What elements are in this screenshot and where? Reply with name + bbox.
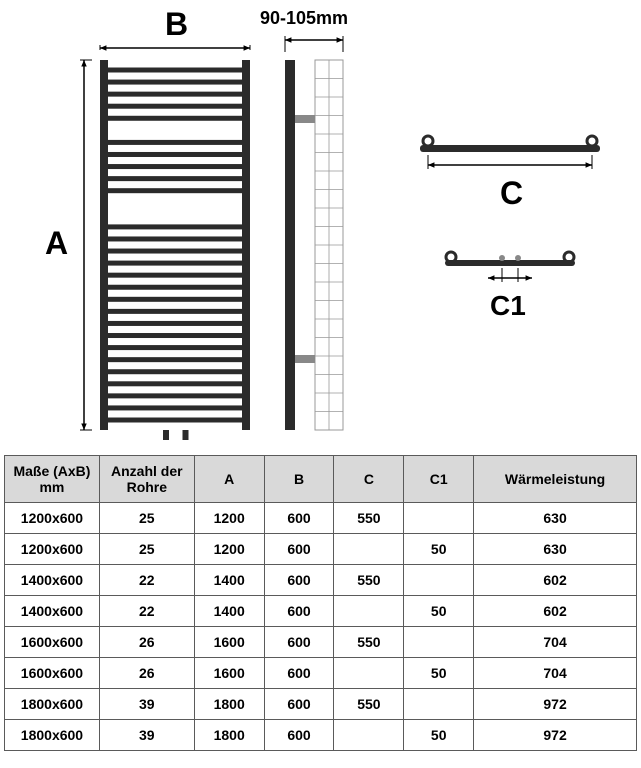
table-cell xyxy=(404,689,474,720)
label-c: C xyxy=(500,175,523,212)
table-cell: 550 xyxy=(334,503,404,534)
table-row: 1200x600251200600 50630 xyxy=(5,534,637,565)
table-cell xyxy=(334,596,404,627)
table-cell: 704 xyxy=(474,627,637,658)
col-header: B xyxy=(264,456,334,503)
table-row: 1600x600261600600550 704 xyxy=(5,627,637,658)
table-cell xyxy=(404,503,474,534)
table-row: 1400x600221400600 50602 xyxy=(5,596,637,627)
table-cell xyxy=(404,627,474,658)
table-cell xyxy=(334,534,404,565)
table-cell: 25 xyxy=(99,534,194,565)
table-cell: 50 xyxy=(404,720,474,751)
table-cell: 704 xyxy=(474,658,637,689)
table-cell: 1400x600 xyxy=(5,565,100,596)
table-cell: 550 xyxy=(334,689,404,720)
label-a: A xyxy=(45,225,68,262)
table-cell: 50 xyxy=(404,534,474,565)
col-header: C1 xyxy=(404,456,474,503)
table-cell: 600 xyxy=(264,627,334,658)
col-header: Maße (AxB) mm xyxy=(5,456,100,503)
table-cell: 972 xyxy=(474,689,637,720)
table-cell: 1800 xyxy=(194,689,264,720)
table-cell: 1400 xyxy=(194,596,264,627)
table-cell: 1800x600 xyxy=(5,689,100,720)
table-cell: 39 xyxy=(99,689,194,720)
table-cell: 1600x600 xyxy=(5,627,100,658)
table-cell: 26 xyxy=(99,627,194,658)
table-cell: 550 xyxy=(334,627,404,658)
table-cell: 600 xyxy=(264,534,334,565)
table-cell: 26 xyxy=(99,658,194,689)
table-cell: 600 xyxy=(264,503,334,534)
table-cell: 550 xyxy=(334,565,404,596)
table-cell: 1200 xyxy=(194,534,264,565)
table-cell: 1400 xyxy=(194,565,264,596)
table-cell: 1400x600 xyxy=(5,596,100,627)
table-cell: 600 xyxy=(264,596,334,627)
table-cell: 1200x600 xyxy=(5,503,100,534)
col-header: C xyxy=(334,456,404,503)
table-cell: 50 xyxy=(404,596,474,627)
table-row: 1400x600221400600550 602 xyxy=(5,565,637,596)
table-cell xyxy=(404,565,474,596)
table-cell xyxy=(334,720,404,751)
table-cell: 600 xyxy=(264,689,334,720)
diagram-area: A B 90-105mm C C1 xyxy=(0,0,641,450)
col-header: A xyxy=(194,456,264,503)
table-cell: 1800 xyxy=(194,720,264,751)
table-cell: 972 xyxy=(474,720,637,751)
table-row: 1200x600251200600550 630 xyxy=(5,503,637,534)
table-cell: 602 xyxy=(474,565,637,596)
table-cell: 22 xyxy=(99,565,194,596)
table-cell: 1600x600 xyxy=(5,658,100,689)
col-header: Anzahl der Rohre xyxy=(99,456,194,503)
table-cell: 630 xyxy=(474,503,637,534)
table-cell: 1600 xyxy=(194,658,264,689)
label-b: B xyxy=(165,6,188,43)
table-cell: 630 xyxy=(474,534,637,565)
table-cell: 22 xyxy=(99,596,194,627)
table-cell: 600 xyxy=(264,658,334,689)
spec-table: Maße (AxB) mm Anzahl der Rohre A B C C1 … xyxy=(4,455,637,751)
table-cell: 50 xyxy=(404,658,474,689)
label-depth: 90-105mm xyxy=(260,8,348,29)
table-row: 1600x600261600600 50704 xyxy=(5,658,637,689)
page: A B 90-105mm C C1 Maße (AxB) mm Anzahl d… xyxy=(0,0,641,768)
table-cell: 39 xyxy=(99,720,194,751)
table-cell: 1800x600 xyxy=(5,720,100,751)
label-c1: C1 xyxy=(490,290,526,322)
table-cell: 1600 xyxy=(194,627,264,658)
col-header: Wärmeleistung xyxy=(474,456,637,503)
table-cell xyxy=(334,658,404,689)
table-cell: 602 xyxy=(474,596,637,627)
table-cell: 600 xyxy=(264,565,334,596)
table-cell: 25 xyxy=(99,503,194,534)
diagram-svg xyxy=(0,0,641,450)
table-header-row: Maße (AxB) mm Anzahl der Rohre A B C C1 … xyxy=(5,456,637,503)
table-cell: 1200x600 xyxy=(5,534,100,565)
table-cell: 600 xyxy=(264,720,334,751)
table-cell: 1200 xyxy=(194,503,264,534)
table-row: 1800x600391800600 50972 xyxy=(5,720,637,751)
table-row: 1800x600391800600550 972 xyxy=(5,689,637,720)
spec-table-area: Maße (AxB) mm Anzahl der Rohre A B C C1 … xyxy=(4,455,637,751)
